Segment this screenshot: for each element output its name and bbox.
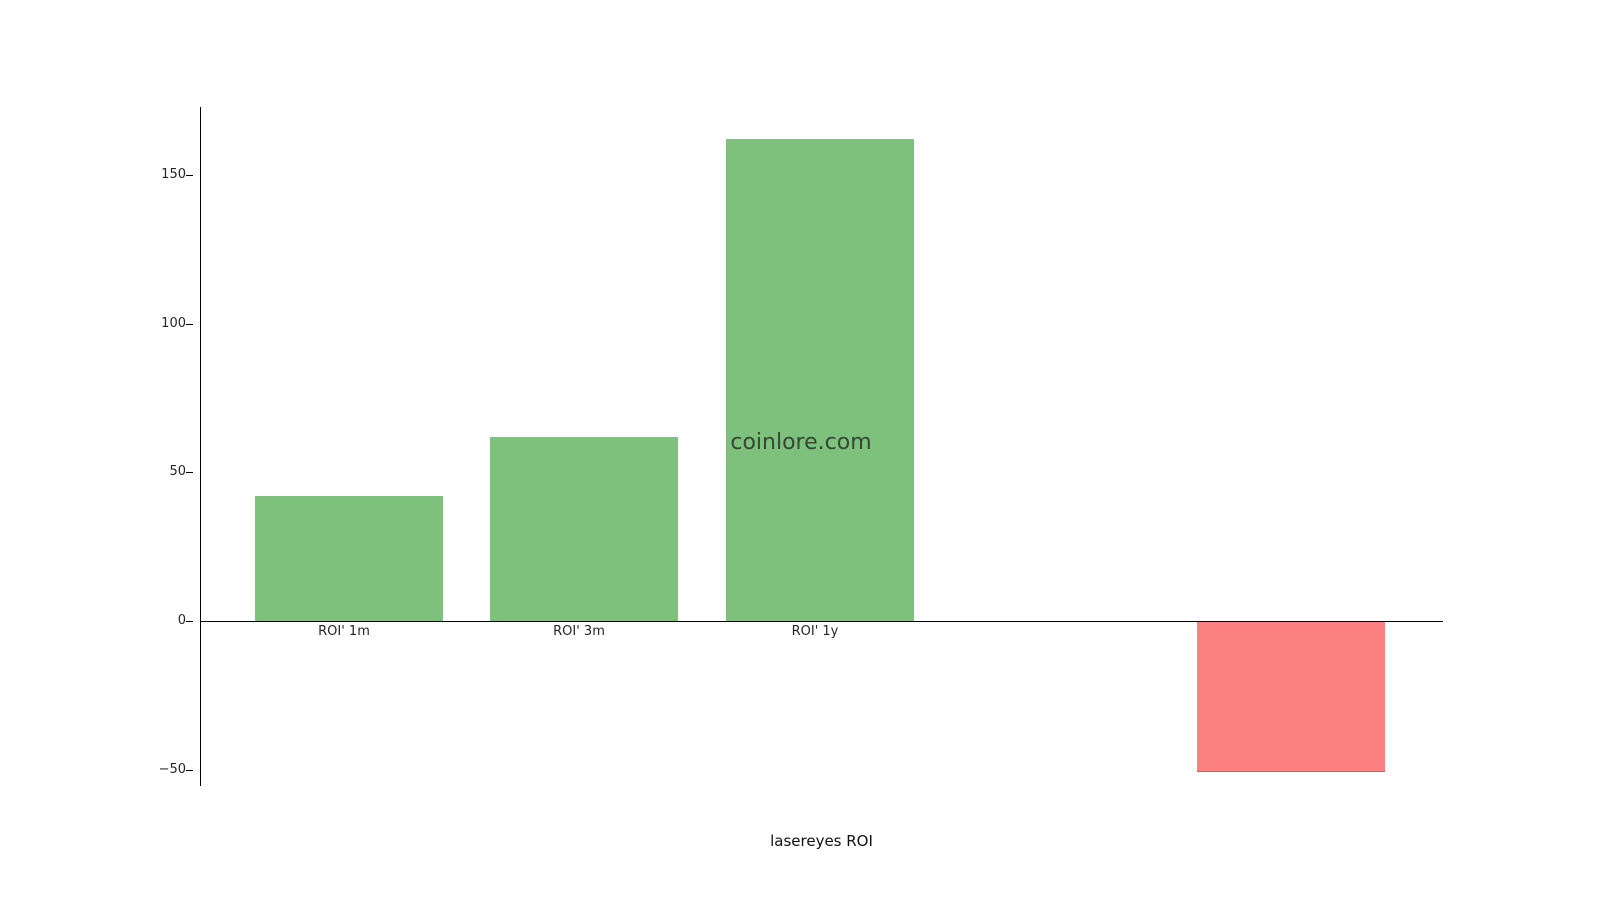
bar-category-label: ROI' 1m bbox=[318, 624, 370, 639]
bar-unlabeled bbox=[1197, 622, 1385, 772]
y-tick-mark bbox=[186, 621, 193, 622]
y-tick-mark bbox=[186, 324, 193, 325]
y-tick-mark bbox=[186, 770, 193, 771]
y-tick-mark bbox=[186, 472, 193, 473]
x-axis-title: lasereyes ROI bbox=[770, 832, 873, 850]
y-tick-label: 50 bbox=[169, 464, 186, 479]
bar-roi-3m bbox=[490, 437, 678, 621]
y-axis-line bbox=[200, 107, 201, 786]
bar-category-label: ROI' 1y bbox=[791, 624, 839, 639]
watermark-text: coinlore.com bbox=[730, 430, 872, 455]
y-tick-mark bbox=[186, 175, 193, 176]
bar-roi-1m bbox=[255, 496, 443, 621]
y-tick-label: 100 bbox=[161, 316, 186, 331]
x-axis-zero-line bbox=[200, 621, 1443, 622]
y-tick-label: −50 bbox=[158, 762, 186, 777]
y-tick-label: 150 bbox=[161, 167, 186, 182]
bar-roi-1y bbox=[726, 139, 914, 621]
y-tick-label: 0 bbox=[177, 613, 186, 628]
bar-category-label: ROI' 3m bbox=[553, 624, 605, 639]
